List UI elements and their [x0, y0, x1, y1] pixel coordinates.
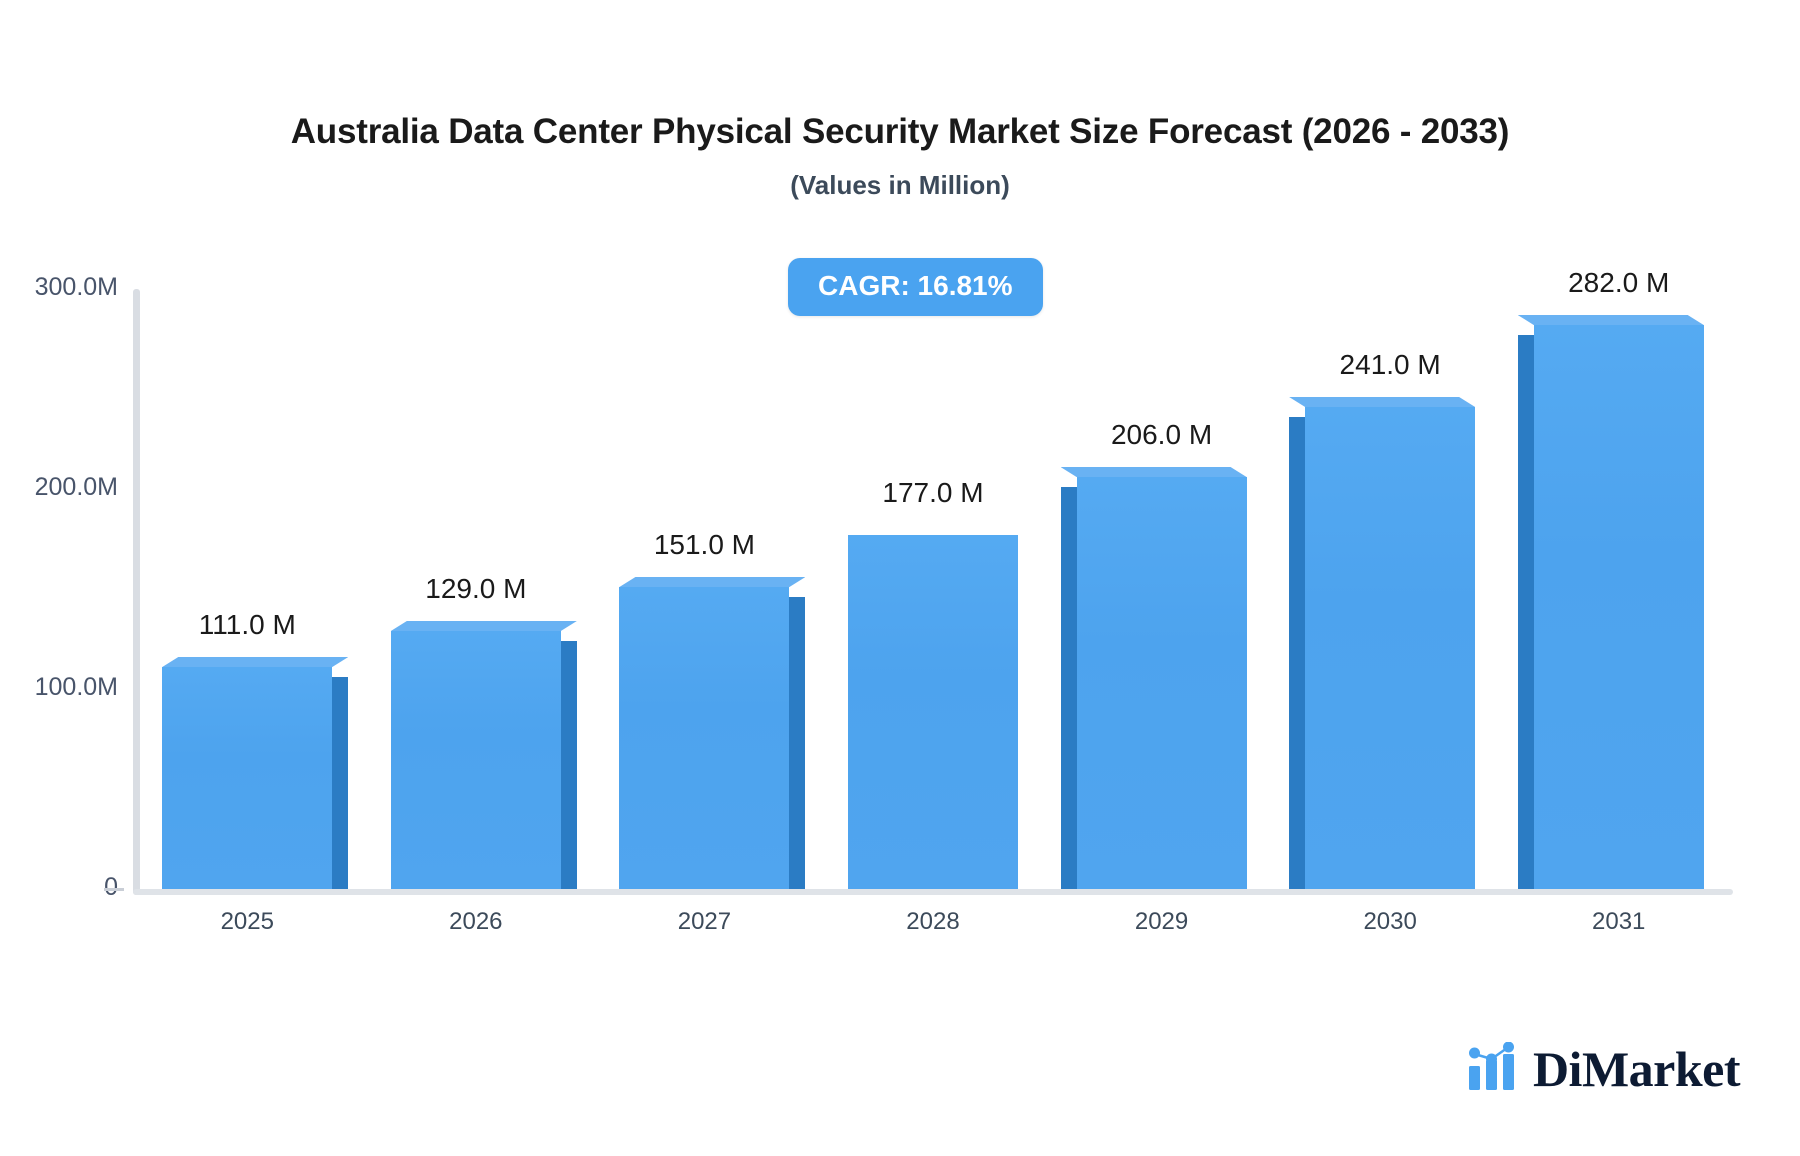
bar-top-face — [162, 657, 349, 667]
x-tick-label: 2026 — [449, 908, 503, 935]
y-axis-line — [133, 289, 140, 895]
bar-value-label: 129.0 M — [425, 573, 527, 604]
bar-front-face — [1305, 407, 1476, 889]
x-tick-label: 2030 — [1363, 908, 1417, 935]
bar-chart-icon — [1467, 1041, 1519, 1097]
bar-front-face — [1533, 325, 1704, 889]
chart-subtitle: (Values in Million) — [790, 170, 1010, 200]
cagr-badge: CAGR: 16.81% — [788, 258, 1043, 316]
bar[interactable] — [1289, 397, 1476, 889]
bar-front-face — [619, 587, 790, 889]
bar[interactable] — [848, 535, 1018, 889]
x-tick-label: 2031 — [1592, 908, 1646, 935]
brand-logo: DiMarket — [1467, 1040, 1741, 1098]
bar-side-face — [789, 597, 806, 889]
bar-value-label: 177.0 M — [882, 477, 984, 508]
bar[interactable] — [1517, 315, 1704, 889]
y-tick-label: 300.0M — [34, 273, 118, 301]
bar-side-face — [1060, 487, 1077, 889]
bar-value-label: 151.0 M — [653, 529, 755, 560]
bar-value-label: 206.0 M — [1110, 419, 1213, 450]
y-tick-label: 100.0M — [34, 673, 118, 701]
bar-top-face — [619, 577, 806, 587]
x-axis-line — [133, 889, 1733, 895]
x-tick-label: 2027 — [677, 908, 732, 935]
bar-side-face — [1517, 335, 1534, 889]
brand-name: DiMarket — [1532, 1041, 1741, 1097]
y-tick-label: 200.0M — [34, 473, 118, 501]
bar-front-face — [162, 667, 333, 889]
chart-title: Australia Data Center Physical Security … — [290, 112, 1510, 151]
bar-top-face — [1289, 397, 1476, 407]
bar[interactable] — [619, 577, 806, 889]
y-tick-label: 0 — [104, 873, 118, 901]
x-tick-label: 2029 — [1134, 908, 1189, 935]
bar-value-label: 111.0 M — [198, 609, 296, 640]
y-tick-mark — [104, 888, 124, 891]
bar-value-label: 241.0 M — [1339, 349, 1441, 380]
bar[interactable] — [162, 657, 349, 889]
x-tick-label: 2028 — [906, 908, 960, 935]
bar-front-face — [1076, 477, 1247, 889]
bar-side-face — [560, 641, 577, 889]
bar[interactable] — [390, 621, 577, 889]
bar-side-face — [1289, 417, 1306, 889]
bar-front-face — [848, 535, 1018, 889]
bar-top-face — [1517, 315, 1704, 325]
x-tick-label: 2025 — [220, 908, 274, 935]
bar[interactable] — [1060, 467, 1247, 889]
bar-top-face — [390, 621, 577, 631]
bar-value-label: 282.0 M — [1568, 267, 1670, 298]
bar-front-face — [390, 631, 561, 889]
bar-side-face — [332, 677, 349, 889]
bar-top-face — [1060, 467, 1247, 477]
